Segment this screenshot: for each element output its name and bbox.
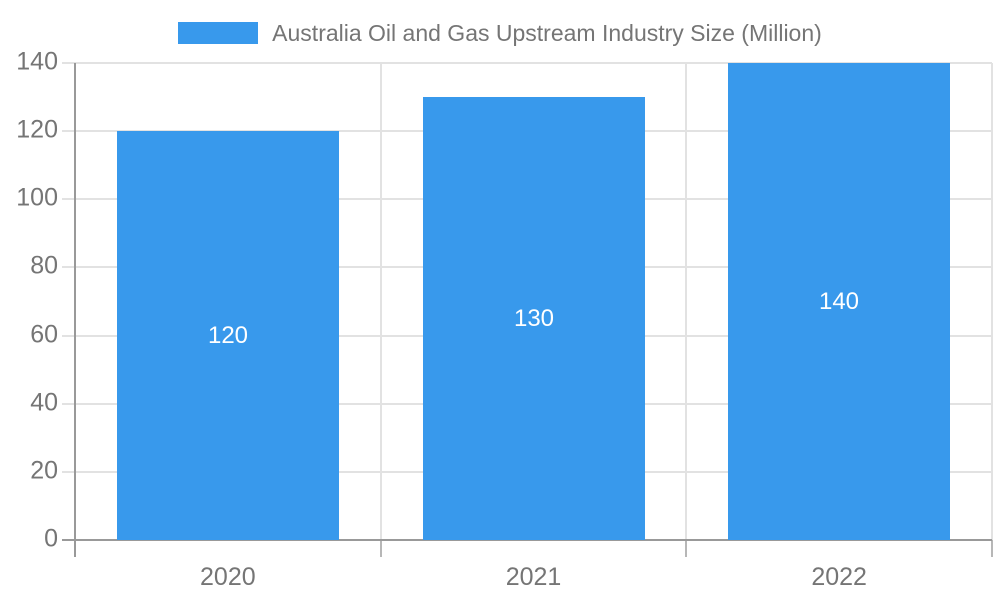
bar[interactable]: 130: [423, 97, 645, 540]
y-tick-label: 120: [16, 115, 58, 144]
gridline-vertical: [991, 63, 993, 540]
y-tick-label: 0: [44, 524, 58, 553]
y-tick-label: 140: [16, 47, 58, 76]
x-axis-tick: [991, 540, 993, 557]
y-tick-label: 100: [16, 183, 58, 212]
chart-legend: Australia Oil and Gas Upstream Industry …: [0, 20, 1000, 47]
bar-value-label: 130: [513, 304, 555, 332]
legend-swatch-icon: [178, 22, 259, 44]
y-tick-label: 80: [30, 251, 58, 280]
gridline-horizontal: [62, 62, 992, 64]
x-tick-label: 2020: [200, 563, 256, 591]
gridline-vertical: [380, 63, 382, 540]
x-tick-label: 2022: [811, 563, 867, 591]
plot-area: 0 20 40 60 80 100 120 140 120 2020 130 2021 140 2022: [16, 47, 993, 591]
bar-value-label: 120: [207, 321, 249, 349]
y-axis-line: [74, 63, 76, 557]
x-axis-line: [62, 539, 992, 541]
bar-value-label: 140: [818, 287, 860, 315]
y-tick-label: 40: [30, 388, 58, 417]
gridline-vertical: [685, 63, 687, 540]
x-axis-tick: [380, 540, 382, 557]
y-tick-label: 20: [30, 456, 58, 485]
bar[interactable]: 140: [728, 63, 950, 540]
x-axis-tick: [685, 540, 687, 557]
x-tick-label: 2021: [505, 563, 562, 591]
y-tick-label: 60: [30, 319, 58, 348]
bar[interactable]: 120: [117, 131, 339, 540]
legend-label: Australia Oil and Gas Upstream Industry …: [272, 19, 822, 46]
legend-item[interactable]: Australia Oil and Gas Upstream Industry …: [178, 20, 822, 47]
